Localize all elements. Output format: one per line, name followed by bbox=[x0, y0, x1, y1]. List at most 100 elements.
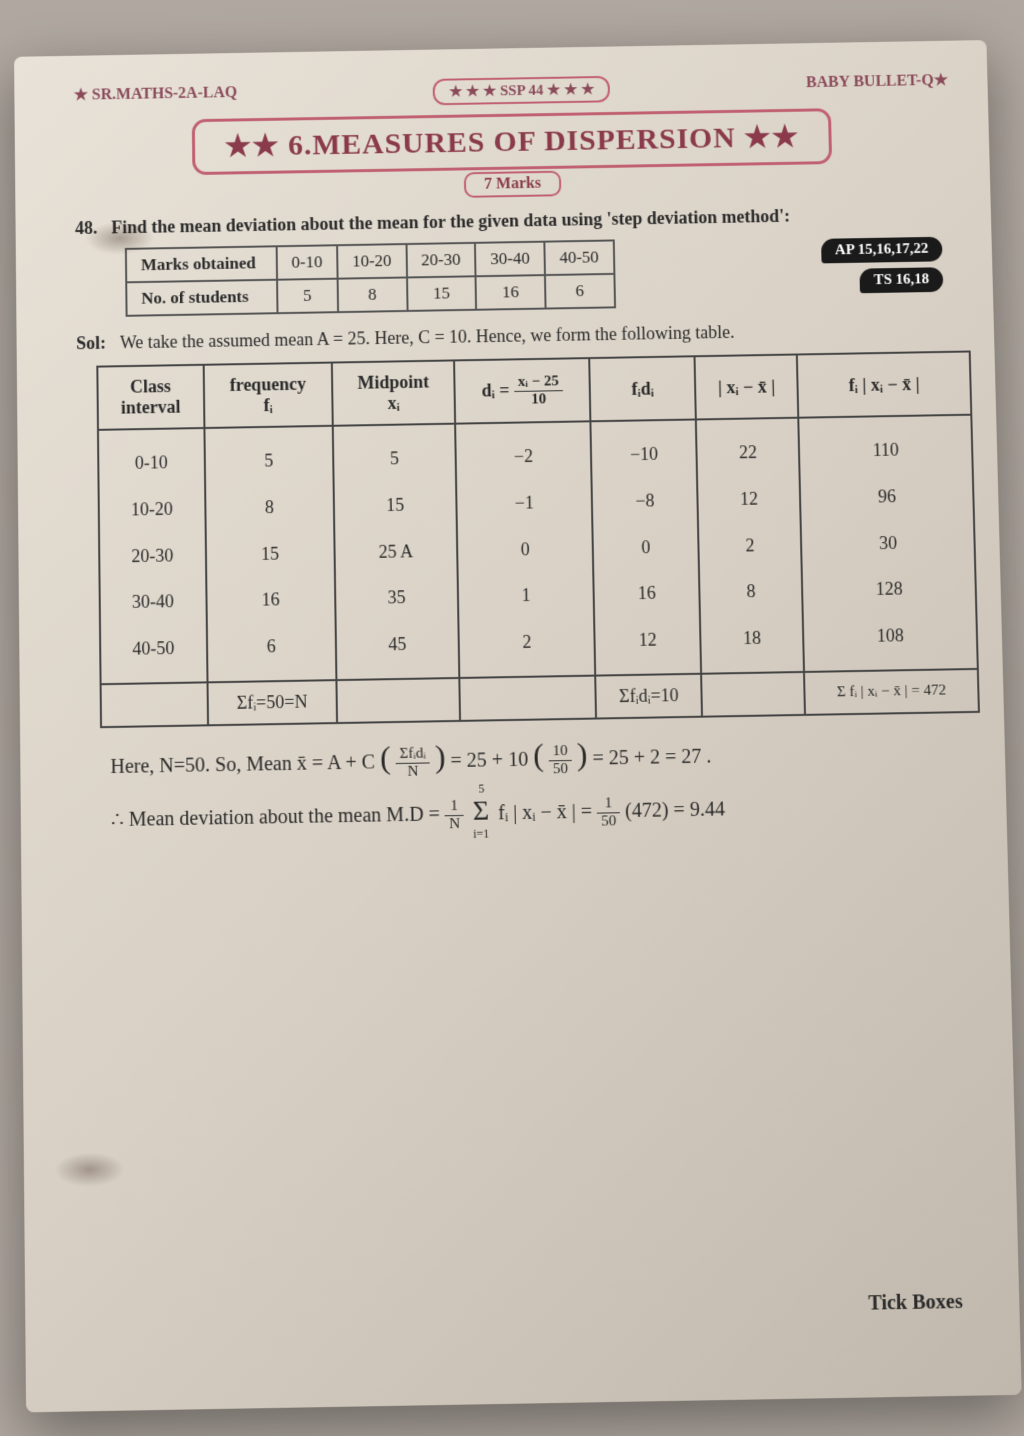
sumf-cell: Σfᵢ=50=N bbox=[207, 680, 337, 725]
col-fidi: fᵢdᵢ bbox=[589, 356, 696, 421]
cell: 45 bbox=[388, 634, 406, 654]
cell: 96 bbox=[878, 486, 896, 506]
frac-num: Σfᵢdᵢ bbox=[395, 745, 429, 764]
cell: 35 bbox=[388, 588, 406, 608]
cell: 12 bbox=[740, 489, 758, 509]
cell: 10-20 bbox=[337, 244, 407, 279]
exam-tags: AP 15,16,17,22 TS 16,18 bbox=[821, 237, 944, 294]
question-line: 48. Find the mean deviation about the me… bbox=[75, 203, 952, 239]
d-cells: −2 −1 0 1 2 bbox=[455, 421, 595, 678]
th-text: Class bbox=[130, 376, 171, 396]
cell: 22 bbox=[739, 442, 757, 462]
cell: 5 bbox=[390, 448, 399, 468]
chapter-box: ★★ 6.MEASURES OF DISPERSION ★★ bbox=[191, 108, 832, 175]
th-text: fᵢ bbox=[263, 395, 272, 415]
math-text: Here, N=50. So, Mean x̄ = A + C bbox=[110, 751, 375, 778]
cell: 8 bbox=[337, 277, 407, 312]
textbook-page: ★ SR.MATHS-2A-LAQ ★ ★ ★ SSP 44 ★ ★ ★ BAB… bbox=[14, 40, 1022, 1412]
frac-num: 1 bbox=[445, 798, 464, 816]
sumfd-cell: Σfᵢdᵢ=10 bbox=[596, 674, 703, 719]
cell: 30 bbox=[879, 533, 897, 553]
fd-cells: −10 −8 0 16 12 bbox=[591, 419, 702, 675]
sol-label: Sol: bbox=[76, 333, 106, 354]
cell: 1 bbox=[521, 585, 530, 605]
cell: 0 bbox=[641, 537, 650, 557]
sol-text: We take the assumed mean A = 25. Here, C… bbox=[120, 322, 735, 353]
cell: 30-40 bbox=[132, 592, 174, 613]
col-absdev: | xᵢ − x̄ | bbox=[695, 354, 799, 419]
chapter-title: 6.MEASURES OF DISPERSION bbox=[288, 122, 736, 162]
ap-tag: AP 15,16,17,22 bbox=[821, 237, 943, 264]
cell: 20-30 bbox=[131, 545, 173, 566]
question-text: Find the mean deviation about the mean f… bbox=[111, 206, 790, 238]
col-fiabsdev: fᵢ | xᵢ − x̄ | bbox=[797, 351, 971, 417]
math-text: = 25 + 10 bbox=[450, 749, 528, 772]
stars-right: ★★ bbox=[744, 121, 800, 154]
cell: 6 bbox=[267, 636, 276, 656]
marks-badge: 7 Marks bbox=[464, 171, 561, 198]
math-text: ∴ Mean deviation about the mean M.D = bbox=[111, 803, 440, 831]
cell: 110 bbox=[872, 440, 899, 460]
fax-cells: 110 96 30 128 108 bbox=[799, 415, 978, 672]
tick-boxes-label: Tick Boxes bbox=[868, 1291, 963, 1316]
marks-table: Marks obtained 0-10 10-20 20-30 30-40 40… bbox=[125, 239, 616, 316]
smudge-icon bbox=[54, 1152, 125, 1188]
cell: 2 bbox=[522, 632, 531, 652]
empty-cell bbox=[336, 678, 460, 723]
cell: −10 bbox=[630, 444, 658, 464]
cell: 40-50 bbox=[544, 240, 614, 275]
math-text: = 25 + 2 = 27 . bbox=[592, 746, 711, 770]
sum-top: 5 bbox=[478, 781, 484, 796]
math-text: (472) = 9.44 bbox=[625, 798, 725, 822]
frac-num: 1 bbox=[597, 795, 620, 813]
mean-line: Here, N=50. So, Mean x̄ = A + C ( Σfᵢdᵢ … bbox=[110, 729, 965, 786]
col-class: Class interval bbox=[97, 365, 204, 430]
cell: 8 bbox=[746, 582, 755, 602]
th-text: interval bbox=[121, 397, 181, 418]
cell: 6 bbox=[545, 274, 615, 309]
math-text: fᵢ | xᵢ − x̄ | = bbox=[498, 801, 592, 825]
x-cells: 5 15 25 A 35 45 bbox=[333, 424, 460, 680]
cell: 30-40 bbox=[475, 242, 545, 277]
header-left: ★ SR.MATHS-2A-LAQ bbox=[74, 82, 238, 111]
sumfax-cell: Σ fᵢ | xᵢ − x̄ | = 472 bbox=[804, 669, 979, 715]
frac-den: N bbox=[396, 763, 430, 781]
cell: 128 bbox=[875, 579, 902, 599]
cell: 12 bbox=[639, 630, 657, 650]
th-text: xᵢ bbox=[387, 393, 399, 413]
class-cells: 0-10 10-20 20-30 30-40 40-50 bbox=[98, 428, 207, 684]
th-text: frequency bbox=[230, 374, 306, 395]
frac-den: 10 bbox=[514, 391, 563, 409]
ax-cells: 22 12 2 8 18 bbox=[696, 418, 804, 674]
calculation-table: Class interval frequency fᵢ Midpoint xᵢ … bbox=[96, 350, 980, 728]
cell: 40-50 bbox=[132, 638, 174, 659]
frac-num: xᵢ − 25 bbox=[514, 373, 563, 392]
frac-den: N bbox=[445, 816, 464, 833]
cell: 8 bbox=[265, 497, 274, 517]
empty-cell bbox=[701, 672, 805, 717]
cell: 2 bbox=[745, 535, 754, 555]
row-label: Marks obtained bbox=[126, 246, 277, 282]
col-midpoint: Midpoint xᵢ bbox=[332, 360, 455, 425]
sum-bot: i=1 bbox=[473, 826, 489, 841]
th-text: dᵢ = bbox=[482, 379, 510, 399]
ts-tag: TS 16,18 bbox=[860, 267, 944, 293]
cell: 0-10 bbox=[276, 245, 337, 279]
sigma-icon: Σ bbox=[473, 795, 490, 826]
cell: 0-10 bbox=[135, 452, 168, 472]
frac-num: 10 bbox=[549, 743, 572, 761]
f-cells: 5 8 15 16 6 bbox=[204, 426, 336, 683]
cell: 108 bbox=[876, 626, 903, 646]
cell: −2 bbox=[514, 446, 533, 466]
page-header: ★ SR.MATHS-2A-LAQ ★ ★ ★ SSP 44 ★ ★ ★ BAB… bbox=[74, 70, 949, 111]
cell: 25 A bbox=[379, 541, 414, 561]
frac-den: 50 bbox=[549, 761, 572, 778]
cell: 16 bbox=[638, 583, 656, 603]
header-right: BABY BULLET-Q★ bbox=[806, 70, 948, 99]
cell: −1 bbox=[515, 492, 534, 512]
cell: 0 bbox=[521, 539, 530, 559]
empty-cell bbox=[101, 682, 208, 727]
col-di: dᵢ = xᵢ − 25 10 bbox=[454, 358, 591, 424]
cell: 15 bbox=[261, 543, 279, 563]
th-text: Midpoint bbox=[357, 372, 429, 393]
